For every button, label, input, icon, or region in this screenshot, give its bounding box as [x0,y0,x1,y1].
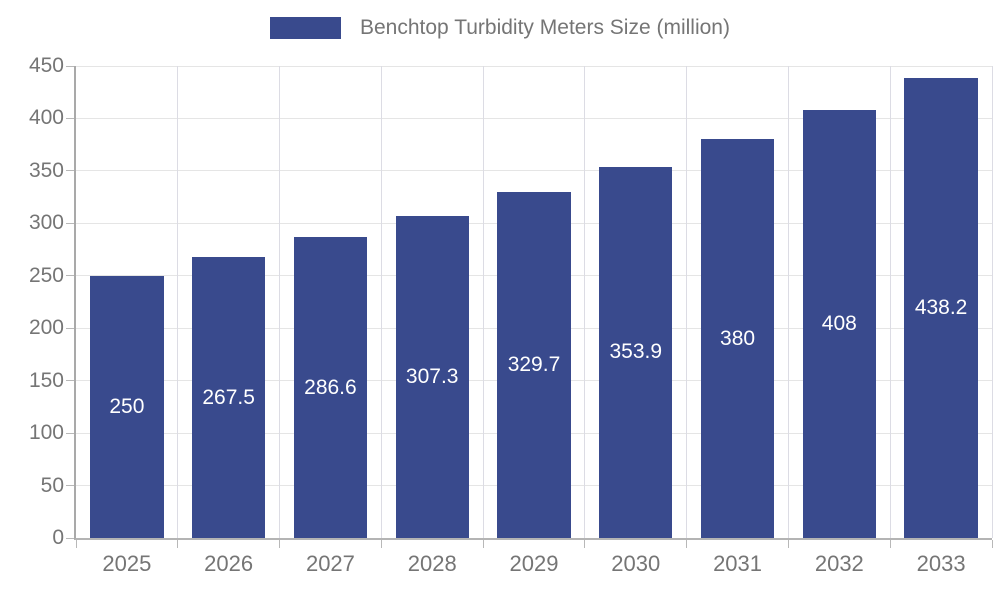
y-axis-tick [66,485,74,487]
bar-2025[interactable]: 250 [90,275,164,538]
y-axis-tick [66,537,74,539]
x-axis-tick [279,540,281,548]
x-axis-tick [75,540,77,548]
y-axis-tick [66,117,74,119]
bar-value-label-2025: 250 [109,394,145,418]
bar-2029[interactable]: 329.7 [497,192,571,538]
gridline-vertical [889,66,891,538]
y-axis-tick [66,170,74,172]
y-axis-tick [66,380,74,382]
y-axis-tick [66,432,74,434]
y-axis-tick-label: 100 [28,421,64,445]
gridline-vertical [584,66,586,538]
bar-value-label-2026: 267.5 [202,385,255,409]
gridline-vertical [380,66,382,538]
gridline-horizontal [76,170,992,172]
bar-2026[interactable]: 267.5 [192,257,266,538]
bar-value-label-2030: 353.9 [609,340,663,364]
y-axis-tick [66,275,74,277]
x-axis-tick [482,540,484,548]
legend-swatch[interactable] [270,17,341,39]
gridline-horizontal [76,117,992,119]
x-axis-tick [787,540,789,548]
x-axis-label-2032: 2032 [814,551,864,576]
x-axis-label-2025: 2025 [102,551,152,576]
y-axis-tick-label: 0 [52,526,64,549]
x-axis-label-2026: 2026 [204,551,254,576]
bar-value-label-2032: 408 [821,312,857,336]
bar-value-label-2027: 286.6 [304,375,357,399]
y-axis-tick-label: 300 [28,211,64,235]
y-axis-tick-label: 350 [28,158,64,182]
gridline-vertical [991,66,993,538]
x-axis-tick [380,540,382,548]
bar-2030[interactable]: 353.9 [599,166,673,538]
gridline-vertical [686,66,688,538]
plot-area: 0 50 100 150 200 250 300 350 400 450 2025 250 2026 26… [29,54,993,576]
gridline-vertical [279,66,281,538]
bar-value-label-2033: 438.2 [914,296,968,320]
y-axis-tick-label: 50 [40,473,64,497]
gridline-vertical [787,66,789,538]
gridline-horizontal [76,65,992,67]
y-axis-tick [66,65,74,67]
x-axis-tick [889,540,891,548]
x-axis-tick [686,540,688,548]
gridline-vertical [482,66,484,538]
bar-value-label-2028: 307.3 [405,364,459,388]
x-axis-label-2031: 2031 [713,551,763,576]
x-axis-tick [177,540,179,548]
y-axis-tick-label: 400 [28,106,64,130]
y-axis-tick-label: 450 [28,54,64,77]
x-axis-label-2030: 2030 [611,551,661,576]
bar-value-label-2031: 380 [720,326,756,350]
bar-2033[interactable]: 438.2 [904,78,978,538]
x-axis-label-2029: 2029 [509,551,559,576]
x-axis-tick [991,540,993,548]
x-axis-label-2027: 2027 [305,551,355,576]
legend: Benchtop Turbidity Meters Size (million) [0,17,1000,39]
bar-value-label-2029: 329.7 [507,353,561,377]
y-axis-tick-label: 200 [28,316,64,340]
bar-2031[interactable]: 380 [700,139,775,538]
bar-2027[interactable]: 286.6 [293,237,368,538]
x-axis-label-2033: 2033 [916,551,966,576]
gridline-vertical [177,66,179,538]
y-axis-tick-label: 150 [28,368,64,392]
bar-2032[interactable]: 408 [802,110,876,538]
x-axis-tick [584,540,586,548]
legend-label[interactable]: Benchtop Turbidity Meters Size (million) [360,16,730,39]
y-axis-tick-label: 250 [28,263,64,287]
y-axis-tick [66,222,74,224]
x-axis-label-2028: 2028 [407,551,457,576]
bar-2028[interactable]: 307.3 [395,215,469,538]
y-axis-tick [66,327,74,329]
